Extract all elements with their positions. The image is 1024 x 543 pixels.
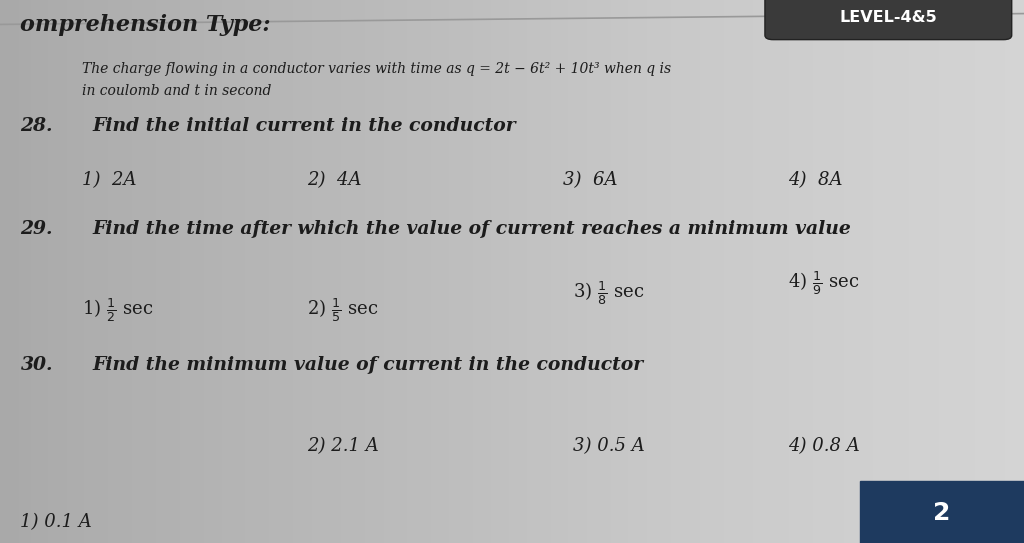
Text: 4) $\frac{1}{9}$ sec: 4) $\frac{1}{9}$ sec — [788, 269, 860, 296]
Text: The charge flowing in a conductor varies with time as q = 2t − 6t² + 10t³ when q: The charge flowing in a conductor varies… — [82, 62, 671, 77]
Text: 3)  6A: 3) 6A — [563, 171, 617, 189]
Text: LEVEL-4&5: LEVEL-4&5 — [840, 10, 937, 25]
Text: 2)  4A: 2) 4A — [307, 171, 361, 189]
Text: 30.: 30. — [20, 356, 53, 374]
Text: 28.: 28. — [20, 117, 53, 135]
Text: 1) 0.1 A: 1) 0.1 A — [20, 513, 92, 531]
Text: 2: 2 — [934, 501, 950, 525]
Text: 2) 2.1 A: 2) 2.1 A — [307, 437, 379, 455]
Text: Find the minimum value of current in the conductor: Find the minimum value of current in the… — [92, 356, 643, 374]
Text: Find the initial current in the conductor: Find the initial current in the conducto… — [92, 117, 516, 135]
Text: omprehension Type:: omprehension Type: — [20, 14, 271, 36]
Text: in coulomb and t in second: in coulomb and t in second — [82, 84, 271, 98]
Text: 1) $\frac{1}{2}$ sec: 1) $\frac{1}{2}$ sec — [82, 296, 154, 324]
Text: 2) $\frac{1}{5}$ sec: 2) $\frac{1}{5}$ sec — [307, 296, 379, 324]
Text: 4)  8A: 4) 8A — [788, 171, 843, 189]
FancyBboxPatch shape — [765, 0, 1012, 40]
Text: 3) 0.5 A: 3) 0.5 A — [573, 437, 645, 455]
Text: 4) 0.8 A: 4) 0.8 A — [788, 437, 860, 455]
Text: Find the time after which the value of current reaches a minimum value: Find the time after which the value of c… — [92, 220, 851, 238]
Text: 1)  2A: 1) 2A — [82, 171, 136, 189]
Text: 3) $\frac{1}{8}$ sec: 3) $\frac{1}{8}$ sec — [573, 280, 645, 307]
Text: 29.: 29. — [20, 220, 53, 238]
FancyBboxPatch shape — [860, 481, 1024, 543]
